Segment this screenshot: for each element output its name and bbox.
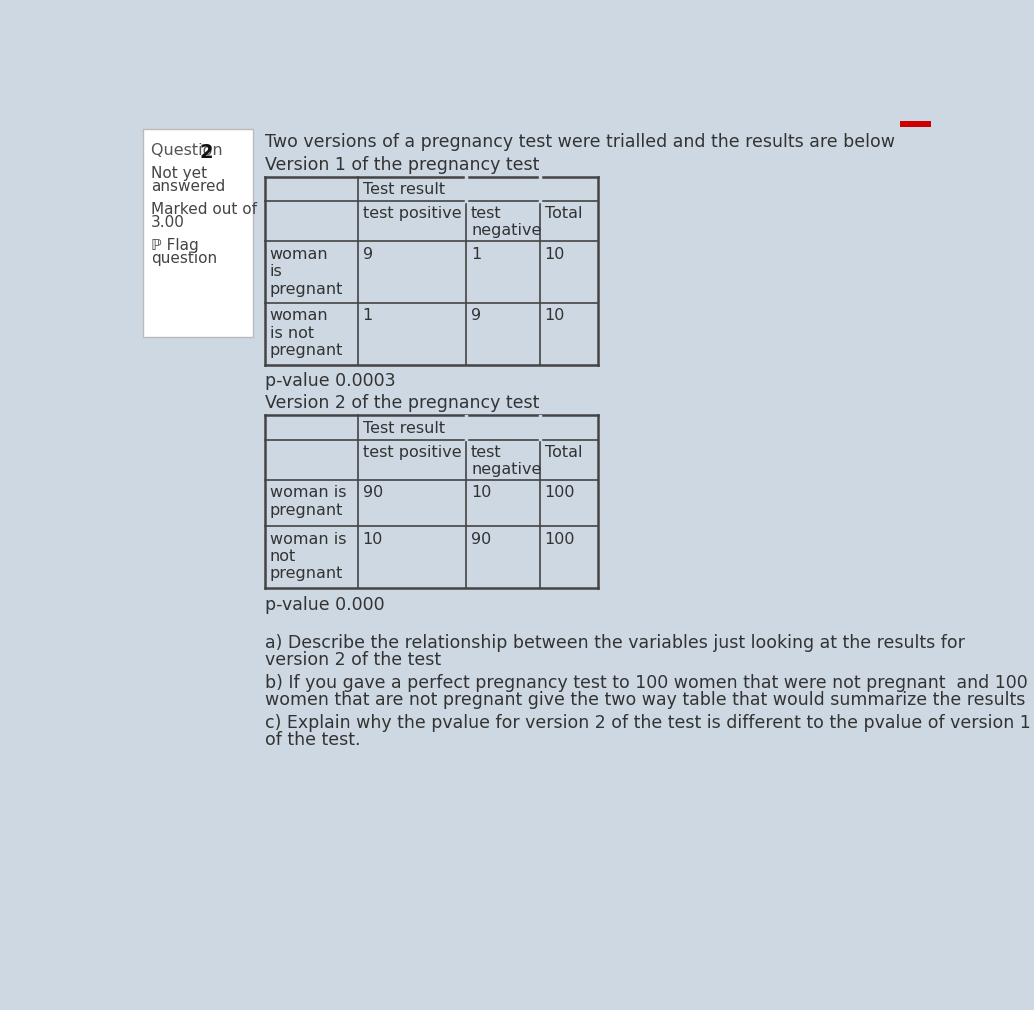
Text: 9: 9 xyxy=(472,308,481,323)
Text: 3.00: 3.00 xyxy=(151,215,185,230)
Text: 10: 10 xyxy=(363,531,383,546)
Text: women that are not pregnant give the two way table that would summarize the resu: women that are not pregnant give the two… xyxy=(265,691,1026,709)
Text: Test result: Test result xyxy=(363,182,445,197)
Bar xyxy=(265,415,598,588)
Text: woman is
not
pregnant: woman is not pregnant xyxy=(270,531,346,582)
Text: Not yet: Not yet xyxy=(151,166,207,181)
Text: Version 2 of the pregnancy test: Version 2 of the pregnancy test xyxy=(265,394,540,412)
Text: 90: 90 xyxy=(472,531,491,546)
Text: 1: 1 xyxy=(472,246,481,262)
Text: test positive: test positive xyxy=(363,206,461,221)
Text: p-value 0.0003: p-value 0.0003 xyxy=(265,373,395,390)
Bar xyxy=(143,129,253,336)
Text: 100: 100 xyxy=(545,486,575,500)
Text: a) Describe the relationship between the variables just looking at the results f: a) Describe the relationship between the… xyxy=(265,634,965,652)
Text: test positive: test positive xyxy=(363,444,461,460)
Text: c) Explain why the pvalue for version 2 of the test is different to the pvalue o: c) Explain why the pvalue for version 2 … xyxy=(265,714,1031,732)
Text: 9: 9 xyxy=(363,246,372,262)
Text: ℙ Flag: ℙ Flag xyxy=(151,238,199,254)
Text: 90: 90 xyxy=(363,486,383,500)
Text: 10: 10 xyxy=(472,486,491,500)
Text: p-value 0.000: p-value 0.000 xyxy=(265,596,385,613)
Text: Test result: Test result xyxy=(363,421,445,435)
Text: Total: Total xyxy=(545,206,582,221)
Text: 10: 10 xyxy=(545,308,565,323)
Text: 2: 2 xyxy=(200,142,213,162)
Text: Question: Question xyxy=(151,142,227,158)
Text: version 2 of the test: version 2 of the test xyxy=(265,651,440,669)
Text: question: question xyxy=(151,251,217,267)
Text: of the test.: of the test. xyxy=(265,731,361,749)
Text: Two versions of a pregnancy test were trialled and the results are below: Two versions of a pregnancy test were tr… xyxy=(265,132,894,150)
Text: Marked out of: Marked out of xyxy=(151,202,257,217)
Text: Version 1 of the pregnancy test: Version 1 of the pregnancy test xyxy=(265,156,540,174)
Text: b) If you gave a perfect pregnancy test to 100 women that were not pregnant  and: b) If you gave a perfect pregnancy test … xyxy=(265,674,1028,692)
Text: 10: 10 xyxy=(545,246,565,262)
Text: Total: Total xyxy=(545,444,582,460)
Text: 1: 1 xyxy=(363,308,373,323)
Text: woman
is not
pregnant: woman is not pregnant xyxy=(270,308,343,359)
Text: test
negative: test negative xyxy=(472,206,542,238)
Text: answered: answered xyxy=(151,179,225,194)
Bar xyxy=(265,177,598,365)
Text: woman is
pregnant: woman is pregnant xyxy=(270,486,346,518)
Text: 100: 100 xyxy=(545,531,575,546)
Text: test
negative: test negative xyxy=(472,444,542,477)
Text: woman
is
pregnant: woman is pregnant xyxy=(270,246,343,297)
Bar xyxy=(901,121,931,126)
